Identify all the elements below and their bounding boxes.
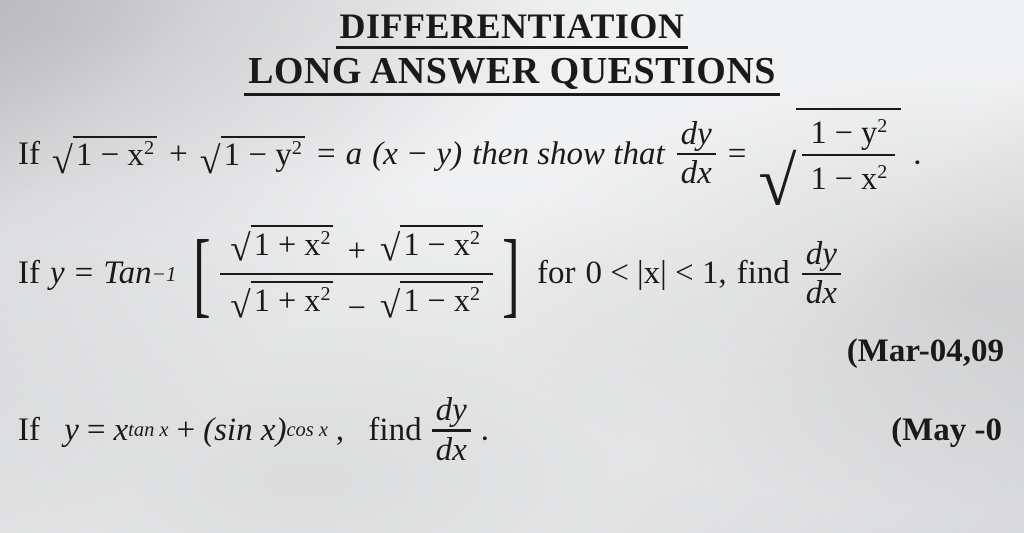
for-word: for <box>537 255 575 292</box>
plus-sign: + <box>169 136 188 173</box>
paren-x-minus-y: (x − y) <box>372 136 462 173</box>
bracket-expr: [ √1 + x2 + √1 − x2 √1 + x2 − √1 − x2 ] <box>186 219 527 330</box>
if-word: If <box>18 255 40 292</box>
sqrt-1-minus-y2: √ 1 − y2 <box>200 136 305 172</box>
problem-2: If y = Tan−1 [ √1 + x2 + √1 − x2 √1 + x2… <box>18 219 1006 330</box>
find-word: find <box>737 255 790 292</box>
problem-2-note: (Mar-04,09 <box>18 333 1006 370</box>
section-title: LONG ANSWER QUESTIONS <box>244 51 780 96</box>
var-y: y <box>64 412 79 449</box>
if-word: If <box>18 136 40 173</box>
bracket-frac: √1 + x2 + √1 − x2 √1 + x2 − √1 − x2 <box>220 219 493 330</box>
problem-1: If √ 1 − x2 + √ 1 − y2 = a (x − y) then … <box>18 108 1006 201</box>
arctan: Tan−1 <box>103 255 176 292</box>
equals-sign: = <box>317 136 336 173</box>
find-word: find <box>368 412 421 449</box>
plus-sign: + <box>176 412 195 449</box>
sqrt-ratio: √ 1 − y2 1 − x2 <box>758 108 901 201</box>
dy-dx-frac: dy dx <box>677 116 716 192</box>
dy-dx-frac: dy dx <box>802 236 841 312</box>
heading-block: DIFFERENTIATION LONG ANSWER QUESTIONS <box>18 8 1006 96</box>
var-y: y <box>50 255 65 292</box>
sinx-pow-cosx: (sin x)cos x <box>203 412 328 449</box>
if-word: If <box>18 412 40 449</box>
problem-3: If y = xtan x + (sin x)cos x , find dy d… <box>18 392 1006 468</box>
equals-sign: = <box>75 255 94 292</box>
domain-cond: 0 < |x| < 1, <box>585 255 726 292</box>
sqrt-1-minus-x2: √ 1 − x2 <box>52 136 157 172</box>
then-show-that: then show that <box>472 136 665 173</box>
coeff-a: a <box>346 136 363 173</box>
dy-dx-frac: dy dx <box>432 392 471 468</box>
comma: , <box>336 412 344 449</box>
period: . <box>481 412 489 449</box>
equals-sign: = <box>87 412 106 449</box>
x-pow-tanx: xtan x <box>114 412 169 449</box>
ratio-frac: 1 − y2 1 − x2 <box>802 110 895 201</box>
equals-sign-rhs: = <box>728 136 747 173</box>
problem-3-note: (May -0 <box>891 412 1006 449</box>
period: . <box>913 136 921 173</box>
chapter-title: DIFFERENTIATION <box>336 8 689 49</box>
